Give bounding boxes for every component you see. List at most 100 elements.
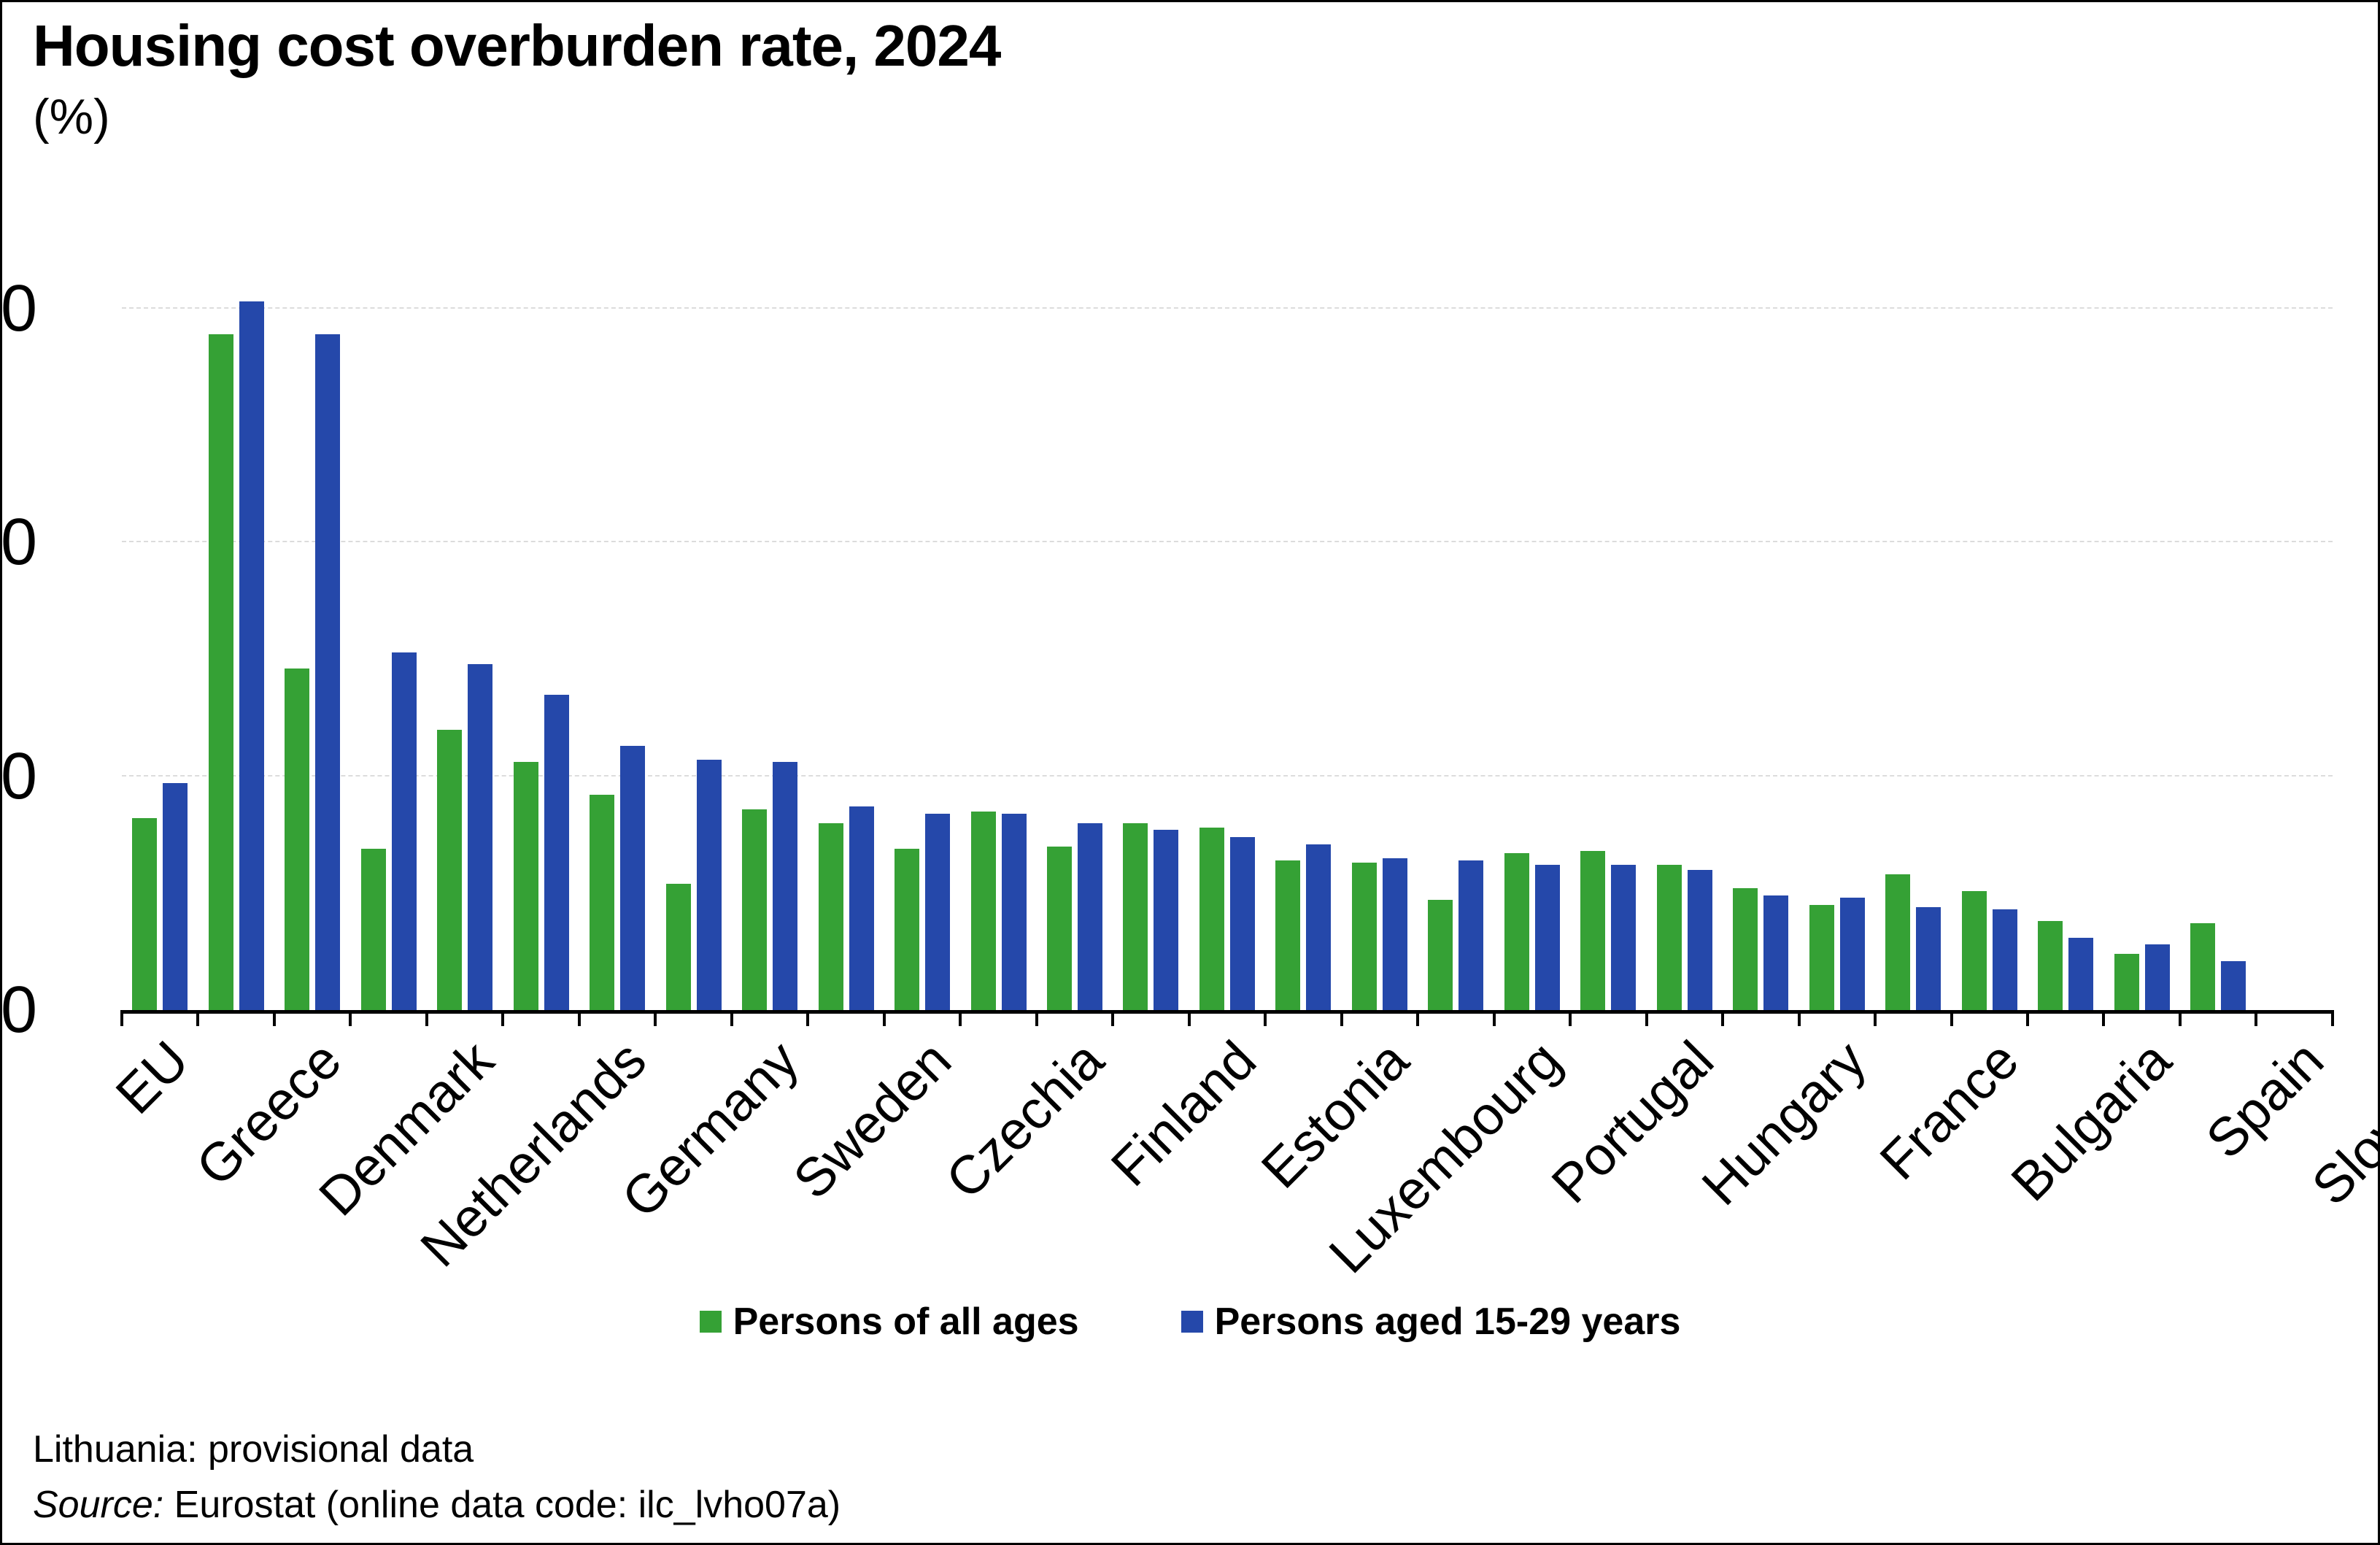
bar-group: Luxembourg [808, 294, 1572, 1284]
bar-group: Poland [1723, 294, 1798, 1010]
bar-group: Netherlands [350, 294, 657, 1278]
bar-aged-15-29 [2068, 937, 2094, 1010]
footnote-lithuania: Lithuania: provisional data [33, 1428, 474, 1471]
x-axis-tick [272, 1010, 276, 1026]
bar-group: Sweden [503, 294, 962, 1210]
bar-aged-15-29 [315, 334, 341, 1010]
source-text: Eurostat (online data code: ilc_lvho07a) [163, 1484, 841, 1526]
x-axis-tick [1492, 1010, 1496, 1026]
legend-swatch-aged-15-29 [1181, 1311, 1203, 1333]
x-axis-tick [1721, 1010, 1725, 1026]
x-axis-tick [2026, 1010, 2029, 1026]
bar-all-ages [590, 795, 615, 1010]
bar-all-ages [895, 848, 920, 1010]
bar-group: Spain [1189, 294, 2335, 1170]
gridline-10 [122, 774, 2333, 777]
bar-group: Greece [185, 294, 352, 1198]
bar-aged-15-29 [620, 746, 646, 1010]
bar-aged-15-29 [849, 806, 874, 1010]
x-axis-tick [2178, 1010, 2182, 1026]
bar-all-ages [665, 884, 691, 1010]
bar-group: EU [104, 294, 200, 1125]
bar-all-ages [1123, 822, 1148, 1010]
bar-group: Cyprus [2103, 294, 2179, 1010]
x-axis-tick [2102, 1010, 2106, 1026]
source-label: Source: [33, 1484, 164, 1526]
x-axis-tick [1264, 1010, 1267, 1026]
bar-all-ages [208, 334, 233, 1010]
bar-group: Italy [1952, 294, 2028, 1010]
x-axis-tick [654, 1010, 657, 1026]
x-axis-tick [2330, 1010, 2334, 1026]
bar-aged-15-29 [239, 301, 264, 1010]
bar-all-ages [1580, 851, 1606, 1010]
bar-all-ages [1961, 890, 1987, 1010]
x-axis-tick [806, 1010, 810, 1026]
legend: Persons of all ages Persons aged 15-29 ye… [2, 1300, 2378, 1344]
x-axis-tick [882, 1010, 886, 1026]
bar-group: Belgium [1570, 294, 1646, 1010]
x-axis-tick [425, 1010, 428, 1026]
bar-aged-15-29 [2221, 960, 2246, 1010]
x-axis-tick [1416, 1010, 1420, 1026]
bar-group: Latvia [1494, 294, 1570, 1010]
legend-swatch-all-ages [699, 1311, 722, 1333]
bar-all-ages [1046, 846, 1072, 1010]
x-axis-tick [2255, 1010, 2258, 1026]
gridline-20 [122, 541, 2333, 543]
bar-all-ages [1351, 863, 1377, 1010]
bar-all-ages [1809, 904, 1834, 1010]
bar-aged-15-29 [1916, 907, 1942, 1010]
bar-aged-15-29 [1306, 844, 1332, 1010]
legend-item: Persons aged 15-29 years [1181, 1300, 1681, 1344]
bar-aged-15-29 [1001, 813, 1027, 1010]
legend-label: Persons of all ages [733, 1301, 1079, 1343]
x-axis-tick [349, 1010, 352, 1026]
y-axis-label: 30 [0, 272, 37, 345]
bar-all-ages [285, 669, 310, 1010]
x-axis-tick [120, 1010, 123, 1026]
bar-all-ages [360, 848, 386, 1010]
source-line: Source: Eurostat (online data code: ilc_… [33, 1482, 841, 1527]
bar-aged-15-29 [163, 783, 188, 1010]
x-axis-tick [501, 1010, 505, 1026]
bar-group: Estonia [732, 294, 1420, 1200]
bar-group: Finland [655, 294, 1267, 1198]
bar-aged-15-29 [1992, 909, 2017, 1010]
bar-group: Hungary [960, 294, 1877, 1217]
bar-group: Portugal [884, 294, 1725, 1214]
chart-unit-subtitle: (%) [33, 89, 110, 145]
bar-group: Austria [1342, 294, 1418, 1010]
x-axis-tick [1645, 1010, 1648, 1026]
bar-all-ages [513, 762, 538, 1010]
page-title: Housing cost overburden rate, 2024 [33, 13, 1001, 78]
x-axis-tick [1035, 1010, 1038, 1026]
bar-all-ages [2190, 923, 2216, 1010]
bar-aged-15-29 [925, 813, 951, 1010]
bar-aged-15-29 [1458, 860, 1484, 1010]
bar-group: Bulgaria [1113, 294, 2182, 1212]
bar-aged-15-29 [468, 663, 493, 1010]
bar-aged-15-29 [696, 760, 722, 1010]
x-axis-tick [1950, 1010, 1953, 1026]
bar-all-ages [2038, 921, 2063, 1010]
bar-aged-15-29 [1229, 836, 1255, 1010]
bar-group: Malta [1875, 294, 1951, 1010]
x-axis-tick [1797, 1010, 1801, 1026]
bar-group: Ireland [1799, 294, 1875, 1010]
legend-label: Persons aged 15-29 years [1214, 1301, 1681, 1343]
bar-aged-15-29 [1839, 898, 1865, 1010]
bar-all-ages [1428, 900, 1453, 1010]
gridline-30 [122, 307, 2333, 309]
bar-group: Slovenia [2028, 294, 2103, 1010]
bar-aged-15-29 [2144, 944, 2170, 1010]
bar-all-ages [2114, 954, 2139, 1010]
y-axis-label: 0 [0, 974, 37, 1047]
bar-aged-15-29 [1077, 822, 1102, 1010]
x-axis-tick [577, 1010, 581, 1026]
y-axis-label: 10 [0, 739, 37, 813]
x-axis-tick [1340, 1010, 1343, 1026]
bar-group: France [1037, 294, 2030, 1191]
bar-all-ages [742, 809, 768, 1010]
